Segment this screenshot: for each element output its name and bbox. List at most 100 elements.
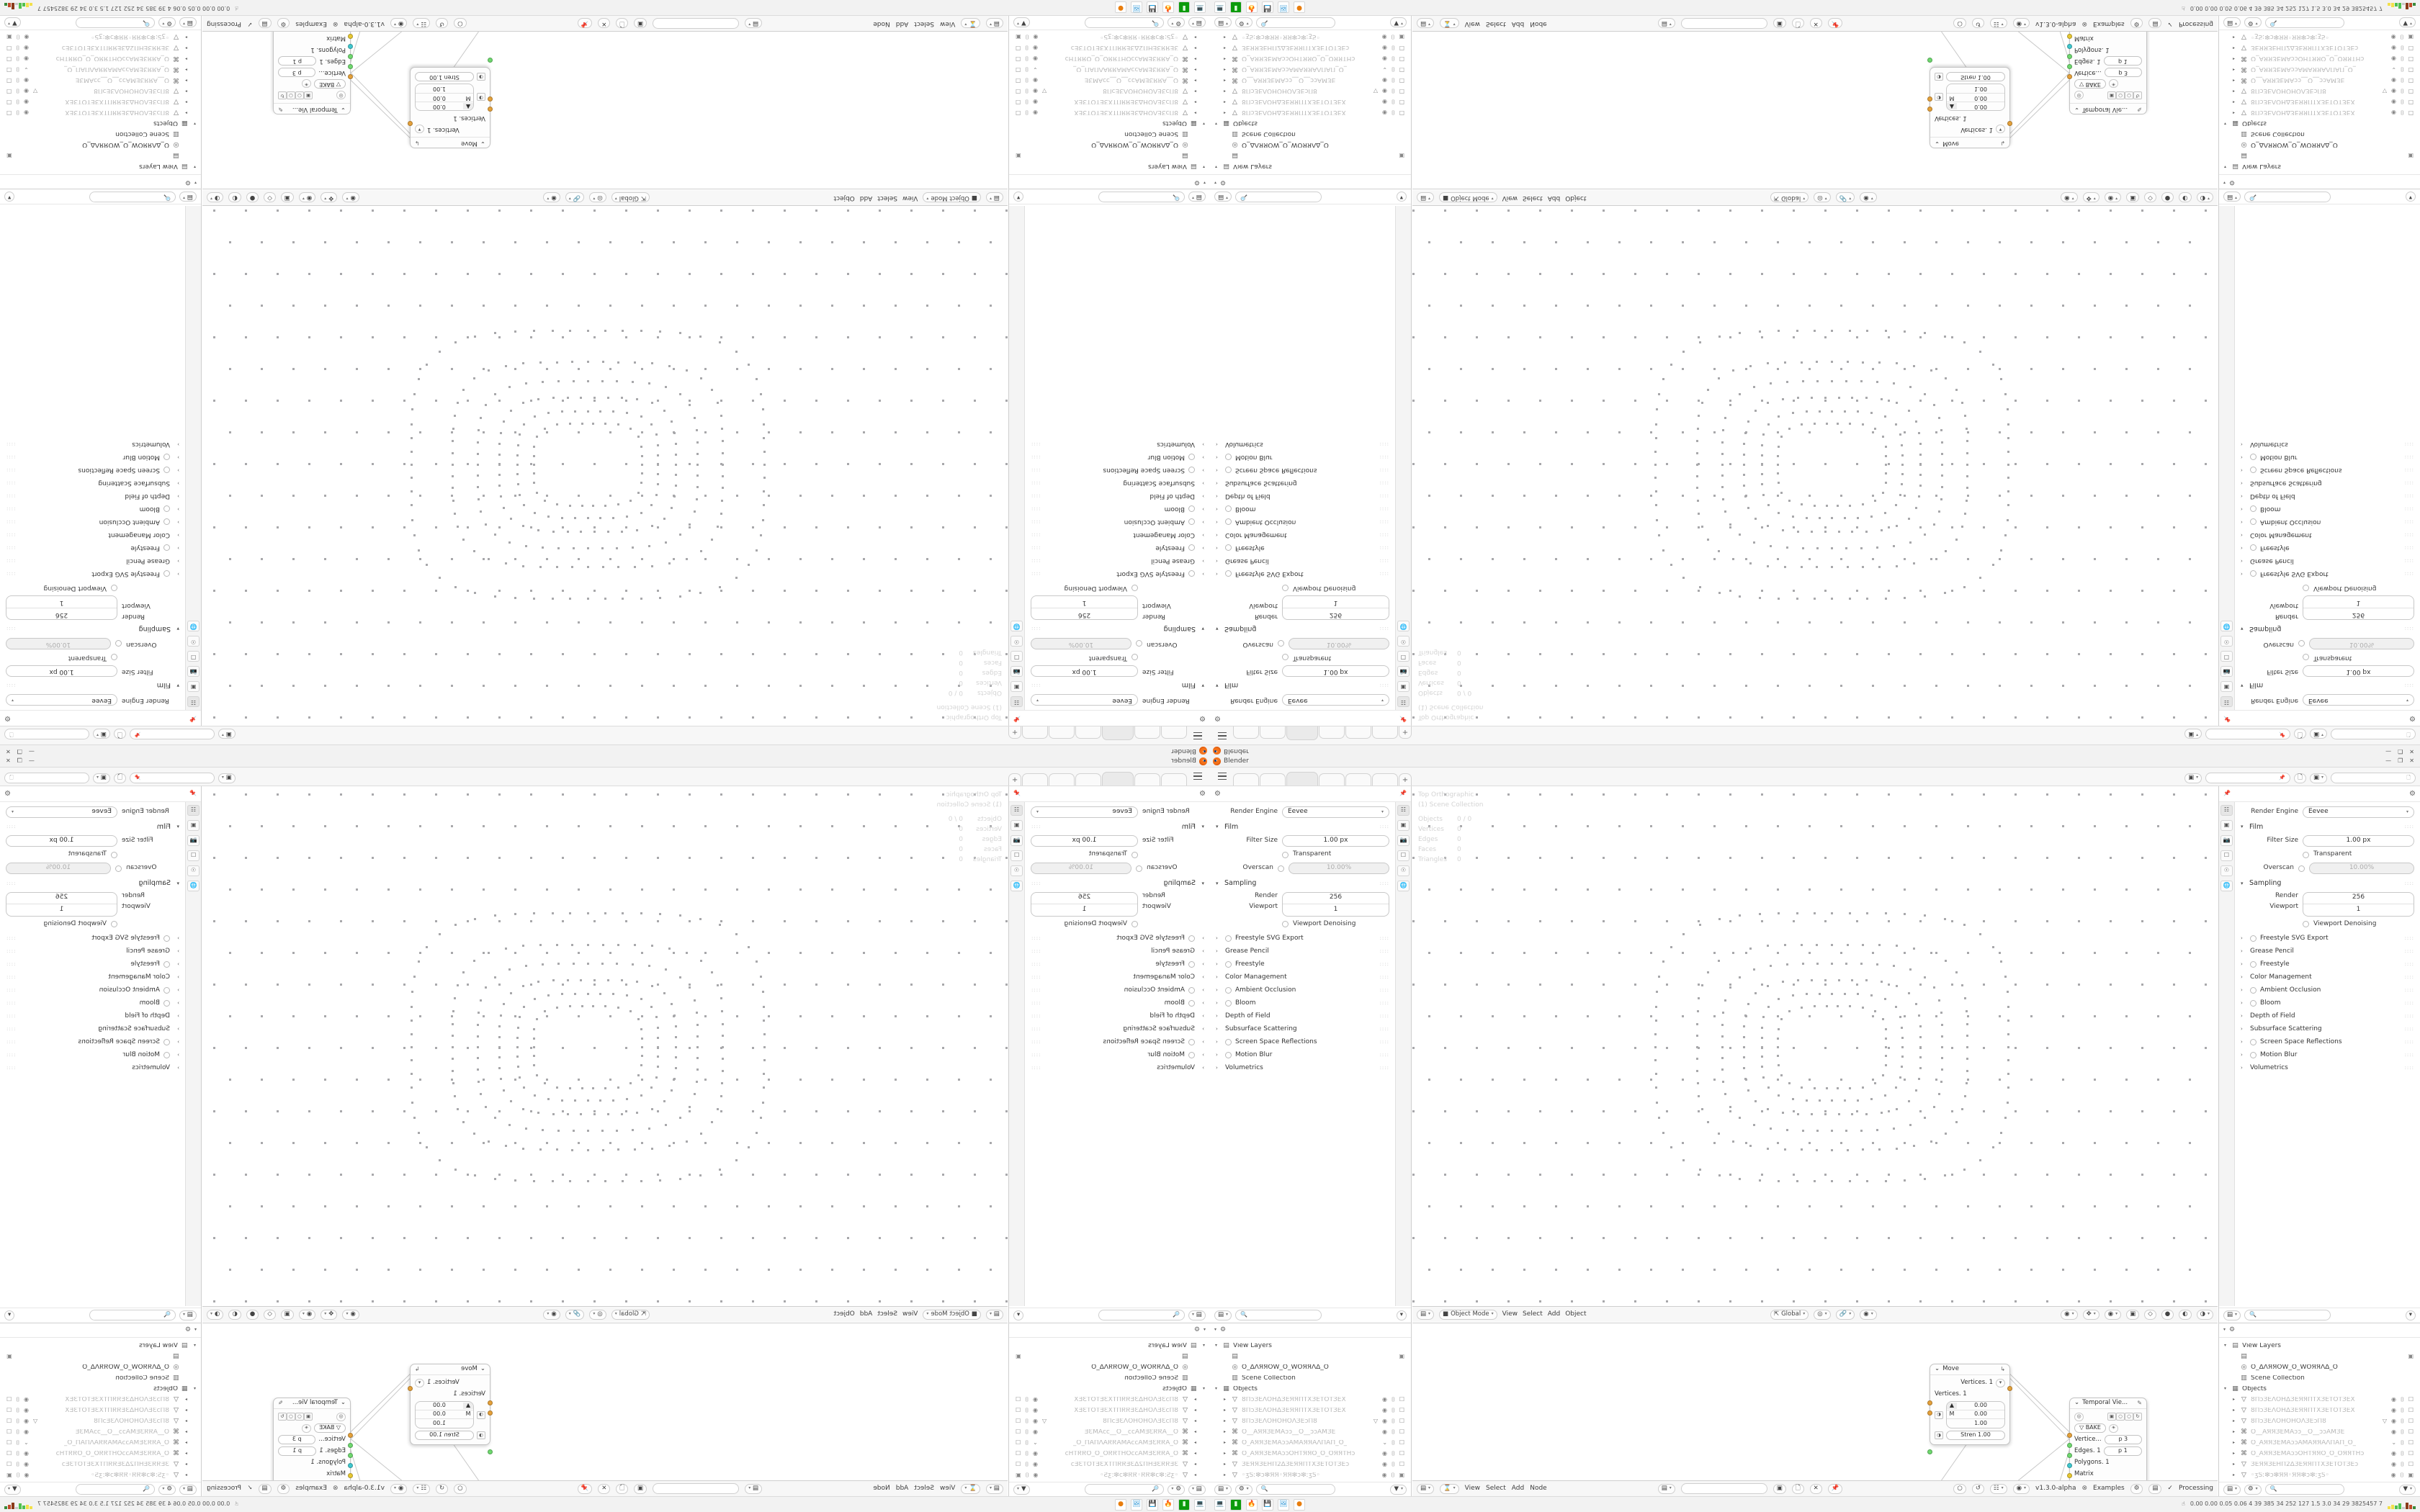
outliner-restriction-icons[interactable]: ⌄ ⌷ ☐ xyxy=(2391,66,2417,73)
outliner-row[interactable]: ▤ ▣ xyxy=(1012,1351,1207,1362)
properties-section-10[interactable]: › Volumetrics:::: xyxy=(6,437,179,450)
restriction-toggle-icon[interactable]: ☐ xyxy=(1016,1396,1021,1403)
shading-solid-icon[interactable]: ● xyxy=(2161,192,2174,203)
display-mode-icon[interactable]: ▤ ▾ xyxy=(1214,192,1232,202)
properties-section-8[interactable]: › Screen Space Reflections:::: xyxy=(1031,463,1204,476)
maximize-button[interactable]: ❐ xyxy=(2398,757,2403,765)
restriction-toggle-icon[interactable]: ⌷ xyxy=(1025,1407,1028,1414)
tab-world[interactable]: 🌐 xyxy=(1397,621,1410,631)
node-socket[interactable] xyxy=(1927,107,1932,112)
properties-section-10[interactable]: › Volumetrics:::: xyxy=(6,1062,179,1075)
section-toggle-checkbox[interactable] xyxy=(1225,935,1232,942)
restriction-toggle-icon[interactable]: ⌷ xyxy=(1392,1407,1395,1414)
restriction-toggle-icon[interactable]: ◉ xyxy=(2390,33,2396,40)
nodetree-name-field[interactable] xyxy=(653,18,740,29)
properties-section-2[interactable]: › Freestyle:::: xyxy=(6,541,179,554)
properties-section-5[interactable]: › Bloom:::: xyxy=(1216,997,1389,1010)
firefox-icon[interactable]: 🔥 xyxy=(1246,1,1258,14)
outliner-icon[interactable]: ⚙ xyxy=(1193,1326,1200,1333)
section-toggle-checkbox[interactable] xyxy=(1225,961,1232,968)
restriction-toggle-icon[interactable]: ▽ xyxy=(1041,87,1047,94)
node-vector-row[interactable]: 1.00 xyxy=(1947,84,2004,93)
section-toggle-checkbox[interactable] xyxy=(1225,505,1232,512)
outliner-search-input[interactable]: 🔍 xyxy=(76,17,156,28)
tab-tool[interactable]: ☷ xyxy=(187,696,200,707)
properties-search-input[interactable]: 🔍 xyxy=(89,1310,176,1320)
restriction-toggle-icon[interactable]: ☐ xyxy=(1016,109,1021,116)
restriction-toggle-icon[interactable]: ⌷ xyxy=(1392,66,1395,73)
restriction-toggle-icon[interactable]: ⌷ xyxy=(16,1407,19,1414)
outliner-restriction-icons[interactable]: ◉ ⌷ ☐ xyxy=(3,55,29,62)
render-engine-select[interactable]: Eevee ▾ xyxy=(6,806,117,818)
viewport-denoising-checkbox[interactable] xyxy=(1282,921,1289,928)
restriction-toggle-icon[interactable]: ⌷ xyxy=(1025,1418,1028,1425)
chevron-down-icon[interactable]: ▾ xyxy=(1996,125,2005,134)
properties-section-9[interactable]: › Motion Blur:::: xyxy=(6,1049,179,1062)
viewport-canvas[interactable] xyxy=(1412,786,2218,1306)
restriction-toggle-icon[interactable]: ⌷ xyxy=(1025,98,1028,105)
tab-viewlayer[interactable]: ☐ xyxy=(187,651,200,662)
film-panel-header[interactable]: ▾ Film:::: xyxy=(1216,823,1389,831)
tab-tool[interactable]: ☷ xyxy=(1397,805,1410,816)
outliner-row[interactable]: ▥ Scene Collection xyxy=(1012,128,1207,139)
outliner-row[interactable]: ▥ Scene Collection xyxy=(2222,128,2417,139)
overscan-checkbox[interactable] xyxy=(1136,865,1142,872)
sampling-viewport-input[interactable]: 1 xyxy=(1333,599,1338,607)
restriction-toggle-icon[interactable]: ⌷ xyxy=(16,1461,19,1468)
viewport-3d[interactable]: Top Orthographic (1) Scene Collection Ob… xyxy=(202,190,1008,726)
sampling-render-input[interactable]: 256 xyxy=(1077,894,1091,901)
node-canvas[interactable]: ⌄ Move ↳ Vertices. 1 ▾ Vertices. 1 ◑ ▲ 0.00 M 0.00… xyxy=(202,16,1008,189)
disclosure-triangle-icon[interactable]: ▸ xyxy=(1194,1462,1197,1467)
disclosure-triangle-icon[interactable]: ▸ xyxy=(1223,66,1226,72)
pin-icon[interactable]: 📌 xyxy=(1827,18,1843,29)
outliner-row[interactable]: ▸ ▽ 8ПɔЗΕΛОНОНОΛЗЕɔП8 ▽ ◉ ⌷ ☐ xyxy=(1012,85,1207,96)
sverchok-grid-icon[interactable]: ☷ ▾ xyxy=(413,18,431,29)
tab-render[interactable]: ▣ xyxy=(1010,681,1023,692)
viewport-denoising-checkbox[interactable] xyxy=(1282,584,1289,591)
terminal-icon[interactable]: ▮ xyxy=(1178,1498,1190,1511)
restriction-toggle-icon[interactable]: ⌄ xyxy=(1382,1439,1388,1446)
terminal-icon[interactable]: ▮ xyxy=(1230,1,1242,14)
node-socket[interactable] xyxy=(348,64,353,69)
restriction-toggle-icon[interactable]: ⌷ xyxy=(1025,87,1028,94)
outliner-row[interactable]: ▸ ▽ 8ПɔЗΕΛОНΔЗΕЯЯПТΧЗЕТОТЗЕX ◉ ⌷ ☐ xyxy=(1012,107,1207,117)
render-engine-select[interactable]: Eevee ▾ xyxy=(1282,806,1389,818)
restriction-toggle-icon[interactable]: ◉ xyxy=(1382,1407,1388,1414)
outliner-row[interactable]: ▸ ▽ 8ПɔЗΕΛОНΔЗΕЯЯПТΧЗЕТОТЗЕX ◉ ⌷ ☐ xyxy=(2222,96,2417,107)
viewport-menu-object[interactable]: Object xyxy=(833,194,855,202)
copy-icon[interactable]: 🗋 xyxy=(2294,729,2306,739)
film-panel-header[interactable]: ▾ Film:::: xyxy=(1216,681,1389,689)
workspace-tabs[interactable]: + xyxy=(1233,772,1412,786)
restriction-toggle-icon[interactable]: ⌷ xyxy=(1392,1439,1395,1446)
properties-section-9[interactable]: › Motion Blur:::: xyxy=(6,450,179,463)
film-panel-header[interactable]: ▾ Film:::: xyxy=(1031,823,1204,831)
outliner-row[interactable]: ▾ ▤ View Layers xyxy=(1213,1341,1408,1351)
copy-icon[interactable]: 🗋 xyxy=(1791,18,1804,29)
tab-output[interactable]: 📷 xyxy=(1397,835,1410,846)
outliner-search-input[interactable]: 🔍 xyxy=(1085,1484,1165,1495)
node-menu-add[interactable]: Add xyxy=(895,20,909,28)
node-vector-row[interactable]: ▲ 0.00 xyxy=(416,102,473,110)
viewer-toggle-icon[interactable]: ↻ xyxy=(278,1413,287,1421)
outliner-restriction-icons[interactable]: ◉ ⌷ ▣ xyxy=(3,33,29,40)
outliner-restriction-icons[interactable]: ◉ ⌷ ☐ xyxy=(1382,1428,1408,1436)
filter-settings-icon[interactable]: ⚙ ▾ xyxy=(2244,17,2262,28)
workspace-tab-4[interactable] xyxy=(1049,773,1075,786)
properties-icon[interactable]: ⚙ xyxy=(1199,714,1206,722)
restriction-toggle-icon[interactable]: ◉ xyxy=(2391,98,2397,105)
properties-section-1[interactable]: › Grease Pencil:::: xyxy=(6,554,179,567)
section-toggle-checkbox[interactable] xyxy=(1188,1000,1195,1007)
save64-icon[interactable]: 💾 xyxy=(1147,1498,1158,1511)
restriction-toggle-icon[interactable]: ▽ xyxy=(32,87,38,94)
node-input-value[interactable]: p 1 xyxy=(278,56,317,66)
node-move-top[interactable]: ⌄ Move ↳ Vertices. 1 ▾ Vertices. 1 ◑ ▲ 0.00 M 0.00… xyxy=(1927,58,2012,148)
properties-section-7[interactable]: › Subsurface Scattering:::: xyxy=(1216,476,1389,489)
restriction-toggle-icon[interactable]: ☐ xyxy=(6,1396,12,1403)
node-vector-group[interactable]: ▲ 0.00 M 0.00 1.00 xyxy=(415,84,474,111)
maximize-button[interactable]: ❐ xyxy=(17,757,22,765)
restriction-toggle-icon[interactable]: ⌷ xyxy=(16,55,19,62)
film-panel-header[interactable]: ▾ Film:::: xyxy=(1031,681,1204,689)
outliner-restriction-icons[interactable]: ◉ ⌷ ☐ xyxy=(3,109,29,116)
display-mode-icon[interactable]: ▤ ▾ xyxy=(1214,17,1232,28)
viewlayer-icon[interactable]: ▣ ▾ xyxy=(2309,729,2327,739)
